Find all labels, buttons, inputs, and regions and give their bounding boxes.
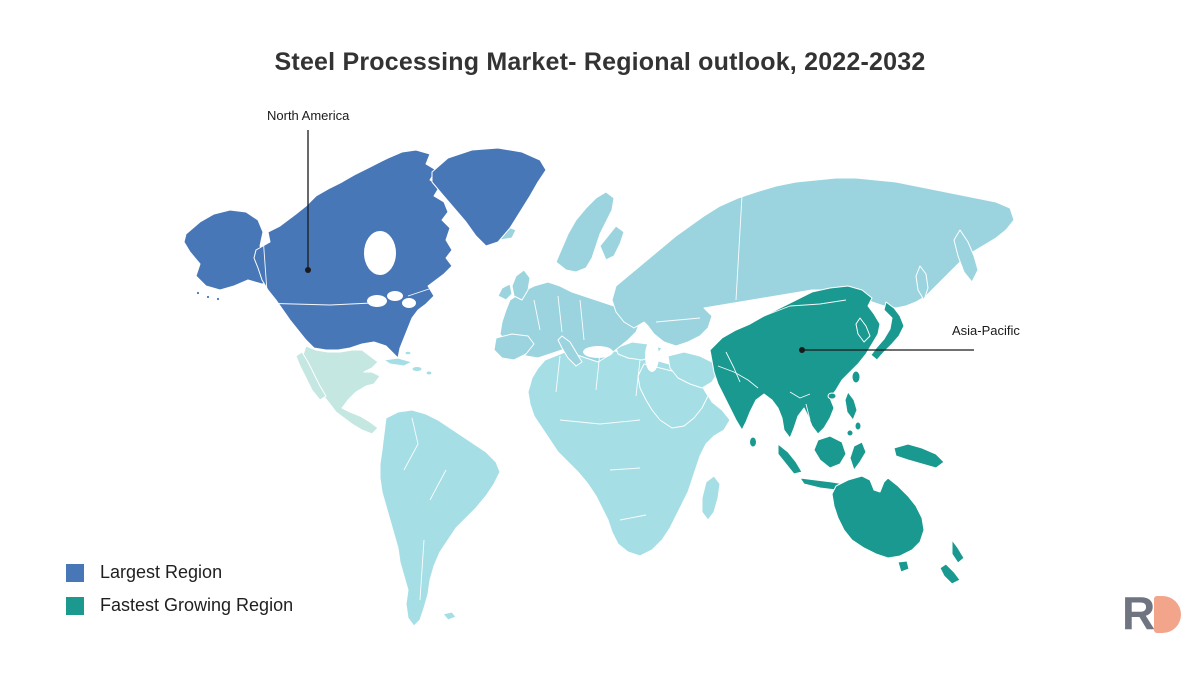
page-title: Steel Processing Market- Regional outloo… — [274, 48, 926, 76]
region-taiwan — [851, 370, 861, 384]
annotation-lines — [305, 130, 974, 353]
logo-d-shape-icon — [1154, 595, 1182, 633]
region-philippines — [844, 391, 858, 421]
region-north-america — [183, 147, 547, 359]
region-japan — [870, 301, 905, 361]
region-sri-lanka — [749, 436, 757, 448]
region-madagascar — [701, 475, 721, 521]
region-iberia — [493, 333, 535, 361]
fastest-growing-region-swatch — [66, 596, 84, 615]
region-canada-usa — [253, 149, 453, 359]
north-america-dot — [305, 267, 311, 273]
region-korea — [855, 317, 871, 343]
region-caribbean — [383, 350, 433, 376]
region-new-zealand-south — [939, 563, 961, 585]
region-kamchatka — [953, 229, 979, 283]
country-borders — [257, 195, 847, 601]
region-china-india-sea — [709, 285, 881, 439]
legend-item-fastest-growing-region: Fastest Growing Region — [66, 595, 293, 616]
region-sakhalin — [915, 265, 929, 301]
region-ireland — [497, 283, 513, 301]
inland-seas — [583, 340, 659, 372]
region-mexico-central-america — [295, 345, 381, 435]
region-greenland — [431, 147, 547, 247]
region-europe — [493, 191, 641, 367]
largest-region-swatch — [66, 563, 84, 582]
region-borneo — [813, 435, 847, 469]
brand-logo: R — [1122, 587, 1182, 639]
region-sulawesi — [849, 441, 867, 471]
region-new-guinea — [893, 443, 945, 469]
region-new-zealand-north — [951, 539, 965, 564]
legend-label: Fastest Growing Region — [100, 595, 294, 615]
asia-pacific-label: Asia-Pacific — [952, 323, 1020, 338]
asia-pacific-dot — [799, 347, 805, 353]
region-tasmania — [897, 560, 910, 573]
region-baja — [295, 351, 327, 401]
region-russia-central-asia — [611, 177, 1015, 347]
region-hainan — [827, 392, 837, 400]
logo-letter-r: R — [1122, 587, 1155, 639]
north-america-label: North America — [267, 108, 350, 123]
region-south-america — [379, 409, 501, 627]
region-asia-pacific — [709, 285, 965, 585]
region-uk — [511, 269, 531, 301]
region-sumatra — [777, 443, 803, 475]
legend: Largest Region Fastest Growing Region — [66, 562, 293, 616]
region-scandinavia — [555, 191, 615, 273]
region-finland — [599, 225, 625, 261]
region-italy — [557, 335, 583, 367]
legend-item-largest-region: Largest Region — [66, 562, 293, 583]
north-america-lakes — [364, 231, 416, 308]
legend-label: Largest Region — [100, 562, 223, 582]
region-australia — [831, 475, 925, 559]
